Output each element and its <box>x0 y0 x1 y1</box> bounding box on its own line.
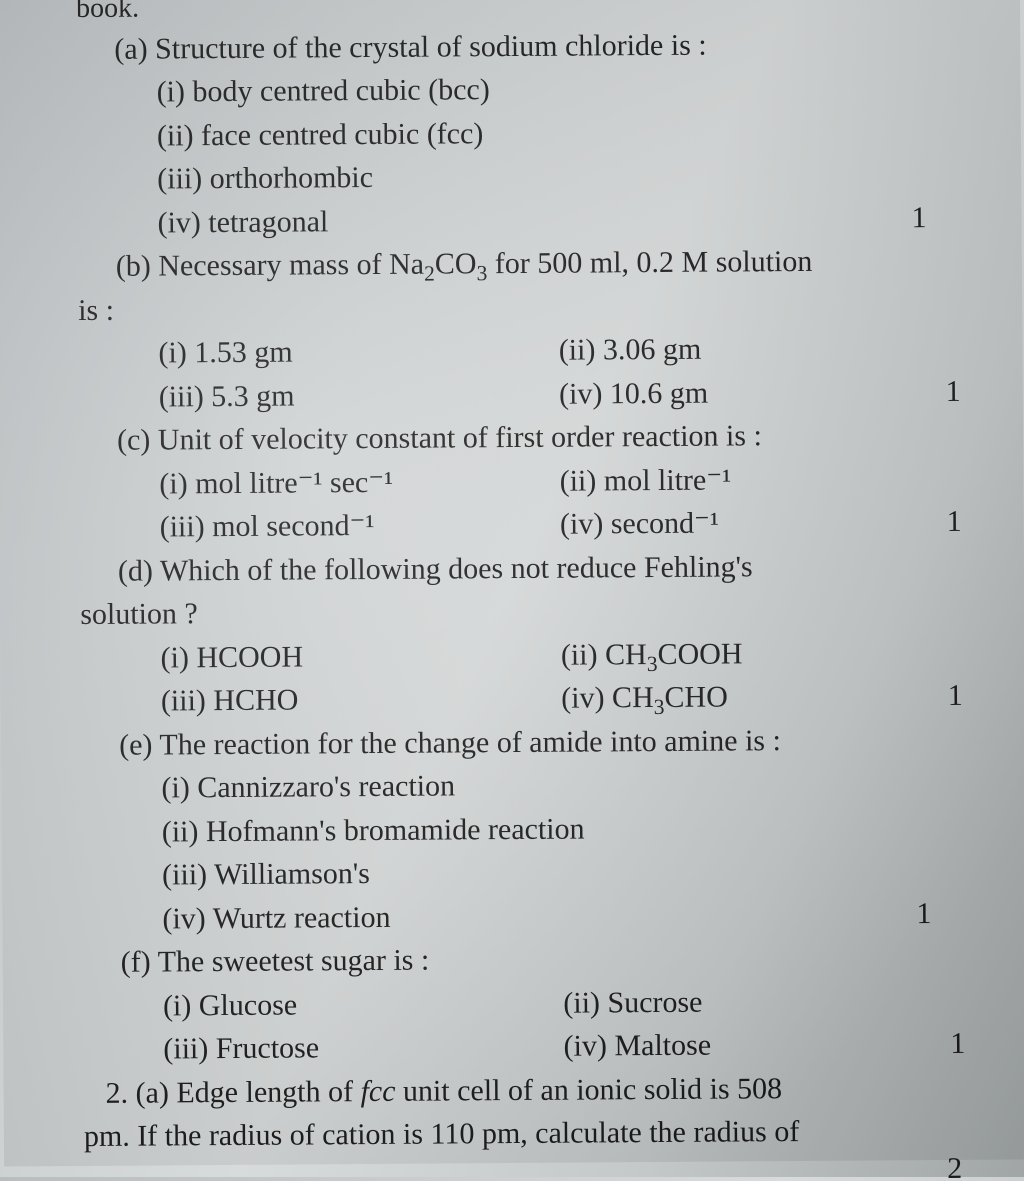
option-a-ii: (ii) face centred cubic (fcc) <box>77 108 991 158</box>
mark-f: 1 <box>950 1022 965 1066</box>
option-text: (ii) Hofmann's bromamide reaction <box>162 812 585 848</box>
options-d-row2: (iii) HCHO (iv) CH3CHO 1 <box>81 674 995 724</box>
subscript: 2 <box>424 262 435 286</box>
option-c-ii: (ii) mol litre⁻¹ <box>560 456 994 503</box>
text: unit cell of an ionic solid is 508 <box>395 1072 782 1108</box>
mark-d: 1 <box>948 674 963 718</box>
option-text: (iv) tetragonal <box>157 205 328 239</box>
option-a-iv: (iv) tetragonal 1 <box>77 195 991 245</box>
option-a-iii: (iii) orthorhombic <box>77 152 991 202</box>
text: CHO <box>664 681 728 714</box>
option-text: (iii) orthorhombic <box>157 161 373 196</box>
option-b-i: (i) 1.53 gm <box>158 329 559 375</box>
question-d-prompt2: solution ? <box>80 587 994 637</box>
option-d-i: (i) HCOOH <box>160 633 561 679</box>
option-c-iii: (iii) mol second⁻¹ <box>160 503 561 549</box>
text: (b) Necessary mass of Na <box>116 248 424 283</box>
option-f-iv: (iv) Maltose <box>563 1022 997 1069</box>
options-c-row1: (i) mol litre⁻¹ sec⁻¹ (ii) mol litre⁻¹ <box>79 456 993 506</box>
subscript: 3 <box>654 695 665 719</box>
option-e-i: (i) Cannizzaro's reaction <box>81 761 995 811</box>
option-e-iv: (iv) Wurtz reaction 1 <box>82 891 996 941</box>
option-e-iii: (iii) Williamson's <box>82 848 996 898</box>
option-c-iv: (iv) second⁻¹ <box>560 500 994 547</box>
text: for 500 ml, 0.2 M solution <box>487 245 812 280</box>
option-text: (ii) face centred cubic (fcc) <box>157 117 484 152</box>
option-c-i: (i) mol litre⁻¹ sec⁻¹ <box>159 459 560 505</box>
text: (ii) CH <box>561 638 647 672</box>
question-b-is: is : <box>78 282 992 332</box>
option-d-iii: (iii) HCHO <box>161 677 562 723</box>
options-c-row2: (iii) mol second⁻¹ (iv) second⁻¹ 1 <box>80 500 994 550</box>
option-f-i: (i) Glucose <box>163 981 564 1027</box>
question-d-prompt: (d) Which of the following does not redu… <box>80 543 994 593</box>
mark-b: 1 <box>946 369 961 413</box>
option-text: (iii) Williamson's <box>162 857 370 891</box>
text: 2. (a) Edge length of <box>105 1075 360 1110</box>
question-e-prompt: (e) The reaction for the change of amide… <box>81 717 995 767</box>
options-f-row1: (i) Glucose (ii) Sucrose <box>83 978 997 1028</box>
question-c-prompt: (c) Unit of velocity constant of first o… <box>79 413 993 463</box>
question-b-prompt: (b) Necessary mass of Na2CO3 for 500 ml,… <box>78 239 992 289</box>
text: COOH <box>657 637 742 671</box>
option-text: (i) Cannizzaro's reaction <box>161 769 455 804</box>
options-d-row1: (i) HCOOH (ii) CH3COOH <box>80 630 994 680</box>
options-b-row2: (iii) 5.3 gm (iv) 10.6 gm 1 <box>79 369 993 419</box>
text: (iv) CH <box>561 681 654 715</box>
option-text: (iv) Wurtz reaction <box>162 900 390 935</box>
option-d-ii: (ii) CH3COOH <box>561 630 995 677</box>
option-f-ii: (ii) Sucrose <box>563 978 997 1025</box>
option-b-iii: (iii) 5.3 gm <box>159 372 560 418</box>
subscript: 3 <box>647 652 658 676</box>
question-2a-line1: 2. (a) Edge length of fcc unit cell of a… <box>83 1065 997 1115</box>
question-f-prompt: (f) The sweetest sugar is : <box>83 935 997 985</box>
italic-text: fcc <box>360 1074 395 1107</box>
subscript: 3 <box>477 261 488 285</box>
option-b-ii: (ii) 3.06 gm <box>559 326 993 373</box>
question-a-prompt: (a) Structure of the crystal of sodium c… <box>76 21 990 71</box>
options-f-row2: (iii) Fructose (iv) Maltose 1 <box>83 1022 997 1072</box>
option-d-iv: (iv) CH3CHO <box>561 674 995 721</box>
mark-c: 1 <box>946 500 961 544</box>
option-a-i: (i) body centred cubic (bcc) <box>76 65 990 115</box>
option-e-ii: (ii) Hofmann's bromamide reaction <box>82 804 996 854</box>
option-b-iv: (iv) 10.6 gm <box>559 369 993 416</box>
option-text: (i) body centred cubic (bcc) <box>157 73 490 108</box>
options-b-row1: (i) 1.53 gm (ii) 3.06 gm <box>78 326 992 376</box>
option-f-iii: (iii) Fructose <box>163 1025 564 1071</box>
text: CO <box>435 247 477 280</box>
